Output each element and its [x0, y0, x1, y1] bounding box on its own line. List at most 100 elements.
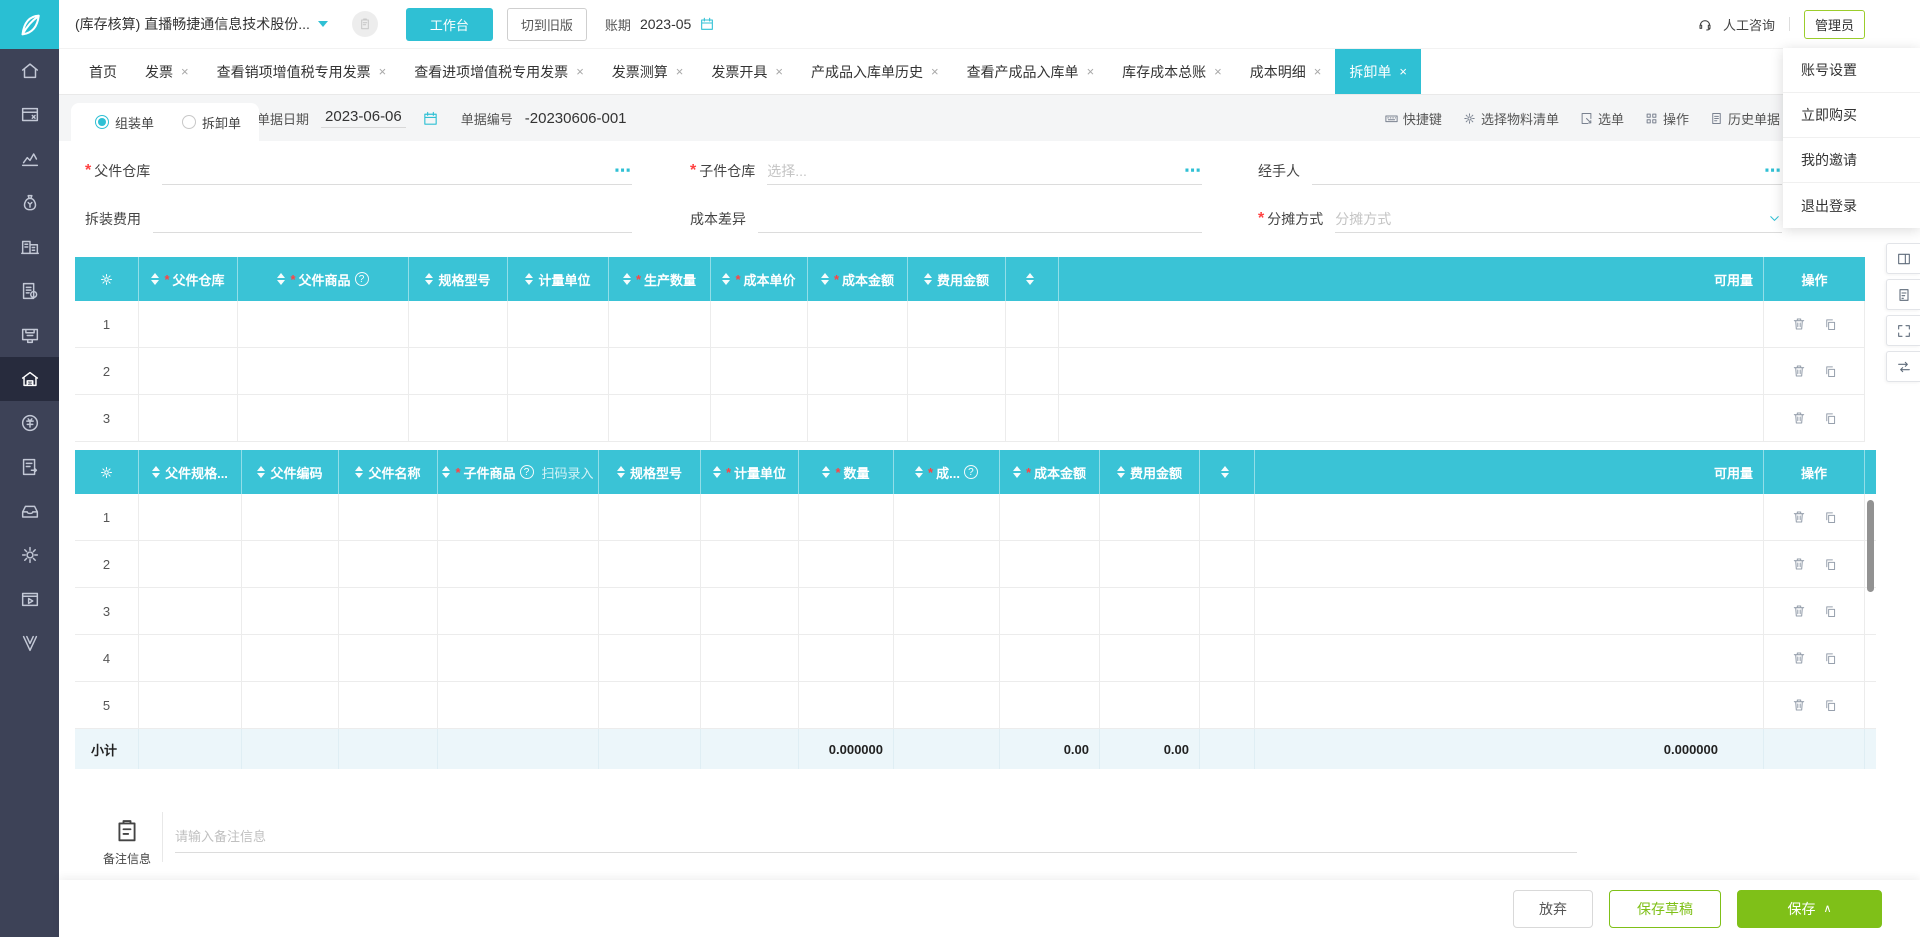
cell[interactable]	[894, 635, 1000, 681]
cell[interactable]	[508, 395, 609, 441]
help-icon[interactable]: ?	[963, 465, 978, 479]
cell[interactable]	[609, 348, 711, 394]
radio-组装单[interactable]: 组装单	[89, 113, 154, 132]
cell[interactable]	[438, 494, 599, 540]
cell[interactable]	[139, 588, 242, 634]
cell[interactable]	[1000, 635, 1100, 681]
cell[interactable]	[1255, 635, 1764, 681]
cell[interactable]	[1006, 395, 1059, 441]
quick-note-button[interactable]	[351, 11, 378, 37]
cell[interactable]	[339, 588, 438, 634]
cell[interactable]	[1006, 301, 1059, 347]
cell[interactable]	[711, 301, 808, 347]
cell[interactable]	[799, 635, 894, 681]
scan-entry-link[interactable]: 扫码录入	[541, 465, 594, 481]
cell[interactable]	[1006, 348, 1059, 394]
cell[interactable]	[139, 635, 242, 681]
column-header-规格型号[interactable]: 规格型号	[409, 257, 508, 301]
column-header-父件商品[interactable]: * 父件商品?	[238, 257, 409, 301]
workbench-button[interactable]: 工作台	[405, 7, 493, 41]
copy-row-icon[interactable]	[1823, 317, 1838, 332]
tab-库存成本总账[interactable]: 库存成本总账 ×	[1108, 49, 1236, 94]
menu-item-立即购买[interactable]: 立即购买	[1783, 93, 1920, 138]
cell[interactable]	[438, 635, 599, 681]
doc-no-value[interactable]: -20230606-001	[524, 109, 627, 127]
cell[interactable]	[1100, 635, 1200, 681]
tab-成本明细[interactable]: 成本明细 ×	[1236, 49, 1336, 94]
放弃-button[interactable]: 放弃	[1513, 889, 1593, 928]
company-selector[interactable]: (库存核算) 直播畅捷通信息技术股份...	[75, 14, 328, 34]
tab-首页[interactable]: 首页	[75, 49, 131, 94]
cell[interactable]	[1200, 541, 1255, 587]
calendar-icon[interactable]	[699, 16, 715, 32]
cell[interactable]	[238, 348, 409, 394]
cell[interactable]	[508, 301, 609, 347]
cell[interactable]	[139, 395, 238, 441]
cell[interactable]	[1200, 588, 1255, 634]
column-header-成本金额[interactable]: * 成本金额	[1000, 450, 1100, 494]
tab-close-icon[interactable]: ×	[378, 64, 387, 79]
cell[interactable]	[599, 541, 701, 587]
tab-查看销项增值税专用发票[interactable]: 查看销项增值税专用发票 ×	[203, 49, 401, 94]
cell[interactable]	[1200, 635, 1255, 681]
sidebar-item-ledger-transfer[interactable]	[0, 445, 59, 489]
tab-发票开具[interactable]: 发票开具 ×	[697, 49, 797, 94]
cell[interactable]	[1000, 682, 1100, 728]
cell[interactable]	[711, 348, 808, 394]
cell[interactable]	[339, 541, 438, 587]
cell[interactable]	[438, 541, 599, 587]
cell[interactable]	[242, 588, 339, 634]
tab-close-icon[interactable]: ×	[930, 64, 939, 79]
cell[interactable]	[409, 301, 508, 347]
cell[interactable]	[339, 682, 438, 728]
cell[interactable]	[1200, 682, 1255, 728]
cell[interactable]	[339, 635, 438, 681]
cell[interactable]	[1100, 682, 1200, 728]
rail-button-compare[interactable]	[1886, 351, 1920, 382]
cell[interactable]	[908, 301, 1006, 347]
sidebar-item-report[interactable]	[0, 269, 59, 313]
cell[interactable]	[339, 494, 438, 540]
cell[interactable]	[808, 301, 908, 347]
copy-row-icon[interactable]	[1823, 510, 1838, 525]
delete-row-icon[interactable]	[1791, 556, 1807, 572]
column-header-计量单位[interactable]: 计量单位	[508, 257, 609, 301]
cell[interactable]	[799, 541, 894, 587]
delete-row-icon[interactable]	[1791, 650, 1807, 666]
cell[interactable]	[1100, 541, 1200, 587]
delete-row-icon[interactable]	[1791, 316, 1807, 332]
toolbar-action-选择物料清单[interactable]: 选择物料清单	[1462, 109, 1559, 128]
保存-button[interactable]: 保存 ∧	[1737, 889, 1882, 928]
toolbar-action-操作[interactable]: 操作	[1644, 109, 1689, 128]
rail-button-panel[interactable]	[1886, 243, 1920, 274]
column-header-可用量[interactable]: 可用量	[1059, 257, 1764, 301]
保存草稿-button[interactable]: 保存草稿	[1609, 889, 1721, 928]
sidebar-item-money-bag[interactable]	[0, 181, 59, 225]
cell[interactable]	[808, 348, 908, 394]
field-input-父件仓库[interactable]	[162, 162, 614, 179]
cell[interactable]	[1059, 348, 1764, 394]
cell[interactable]	[139, 348, 238, 394]
column-header-费用金额[interactable]: 费用金额	[1100, 450, 1200, 494]
calendar-icon[interactable]	[414, 110, 439, 127]
cell[interactable]	[599, 635, 701, 681]
more-options-icon[interactable]: ⋯	[1184, 160, 1202, 180]
admin-badge[interactable]: 管理员	[1803, 9, 1865, 39]
radio-拆卸单[interactable]: 拆卸单	[176, 113, 241, 132]
tab-产成品入库单历史[interactable]: 产成品入库单历史 ×	[797, 49, 953, 94]
column-header-费用金额[interactable]: 费用金额	[908, 257, 1006, 301]
field-input-拆装费用[interactable]	[153, 210, 632, 227]
field-input-子件仓库[interactable]	[767, 162, 1184, 179]
chevron-down-icon[interactable]	[1767, 211, 1782, 226]
cell[interactable]	[609, 395, 711, 441]
scrollbar-thumb[interactable]	[1867, 500, 1874, 592]
field-input-经手人[interactable]	[1312, 162, 1764, 179]
tab-close-icon[interactable]: ×	[1399, 64, 1407, 79]
help-icon[interactable]: ?	[519, 465, 534, 479]
sidebar-item-invoice[interactable]	[0, 93, 59, 137]
cell[interactable]	[799, 588, 894, 634]
cell[interactable]	[1255, 494, 1764, 540]
more-options-icon[interactable]: ⋯	[1764, 160, 1782, 180]
cell[interactable]	[701, 494, 799, 540]
cell[interactable]	[1255, 588, 1764, 634]
